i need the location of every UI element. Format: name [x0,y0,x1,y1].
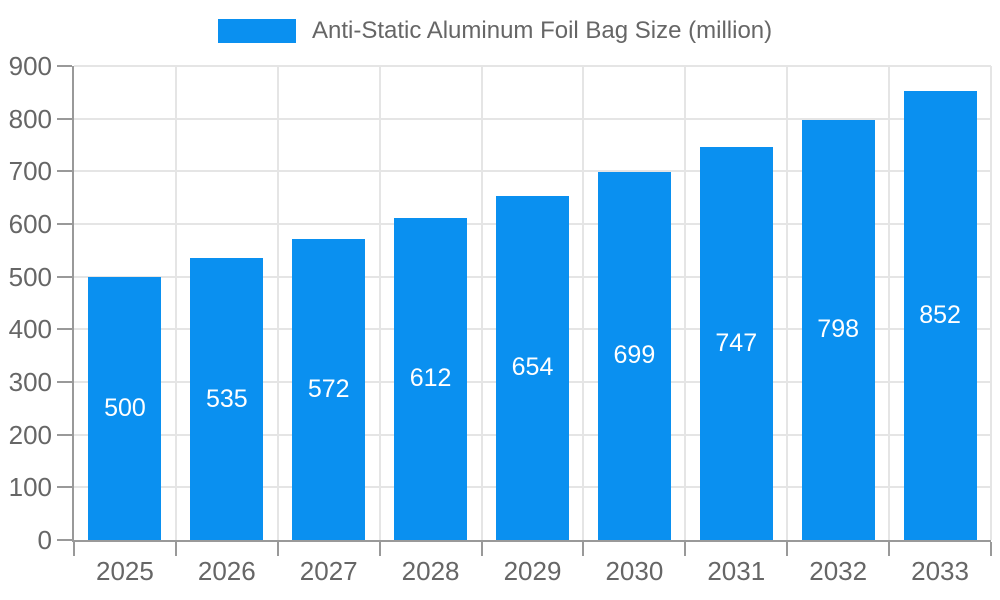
bar-value-label: 500 [104,393,146,422]
y-tick-label: 700 [8,156,52,187]
x-axis-tick [990,542,992,556]
y-axis-tick [57,328,72,331]
y-tick-label: 900 [8,51,52,81]
y-axis-tick [57,433,72,436]
y-gridline [74,65,991,67]
x-tick-label: 2025 [96,556,154,586]
x-tick-label: 2026 [197,556,256,586]
x-tick-label: 2031 [707,556,766,586]
x-tick-label: 2033 [911,556,969,586]
x-axis-line [72,540,991,542]
y-gridline [74,170,991,173]
y-axis-tick [57,381,72,383]
x-gridline [174,66,177,540]
y-tick-label: 0 [37,525,52,555]
x-gridline [378,66,381,540]
y-tick-label: 100 [8,472,52,503]
x-axis-tick [786,542,789,556]
x-axis-tick [684,542,687,556]
x-gridline [684,66,687,540]
legend[interactable]: Anti-Static Aluminum Foil Bag Size (mill… [218,17,772,45]
x-gridline [786,66,789,540]
x-axis-tick [276,542,279,556]
bar-value-label: 654 [511,353,554,382]
x-axis-tick [174,542,177,556]
bar-value-label: 612 [409,364,452,393]
y-axis-tick [57,223,72,225]
x-tick-label: 2027 [299,556,358,586]
bar: 699 [597,171,671,540]
bar-value-label: 699 [613,341,656,370]
y-axis-tick [57,539,72,541]
x-axis-tick [582,542,585,556]
bar: 572 [292,238,366,540]
bar: 852 [903,91,977,540]
y-axis-line [72,66,74,542]
y-tick-label: 300 [8,367,52,397]
x-axis-tick [73,542,75,556]
x-tick-label: 2030 [605,556,664,586]
bar: 654 [496,195,569,540]
x-axis-tick [480,542,483,556]
bar: 535 [190,258,264,540]
bar: 798 [801,119,875,540]
y-axis-tick [57,65,72,67]
bar-value-label: 572 [307,374,350,403]
x-gridline [990,66,992,540]
y-axis-tick [57,275,72,278]
y-tick-label: 600 [8,209,52,239]
y-tick-label: 200 [8,419,52,450]
x-axis-tick [378,542,381,556]
bar-value-label: 852 [919,301,961,330]
y-tick-label: 500 [8,261,52,292]
y-tick-label: 400 [8,314,52,345]
bar-value-label: 747 [715,328,758,357]
y-gridline [74,117,991,120]
bar-value-label: 798 [817,315,860,344]
legend-label: Anti-Static Aluminum Foil Bag Size (mill… [312,17,773,44]
legend-swatch [218,19,296,43]
x-tick-label: 2029 [503,556,562,586]
x-axis-tick [888,542,891,556]
x-gridline [582,66,585,540]
x-tick-label: 2028 [401,556,460,586]
bar: 612 [394,217,468,540]
y-axis-tick [57,117,72,120]
y-tick-label: 800 [8,103,52,134]
bar: 500 [88,276,162,540]
x-tick-label: 2032 [809,556,868,586]
x-gridline [888,66,891,540]
bar-value-label: 535 [205,384,248,413]
y-axis-tick [57,486,72,489]
x-gridline [276,66,279,540]
x-gridline [480,66,483,540]
y-axis-tick [57,170,72,173]
bar: 747 [699,146,773,540]
